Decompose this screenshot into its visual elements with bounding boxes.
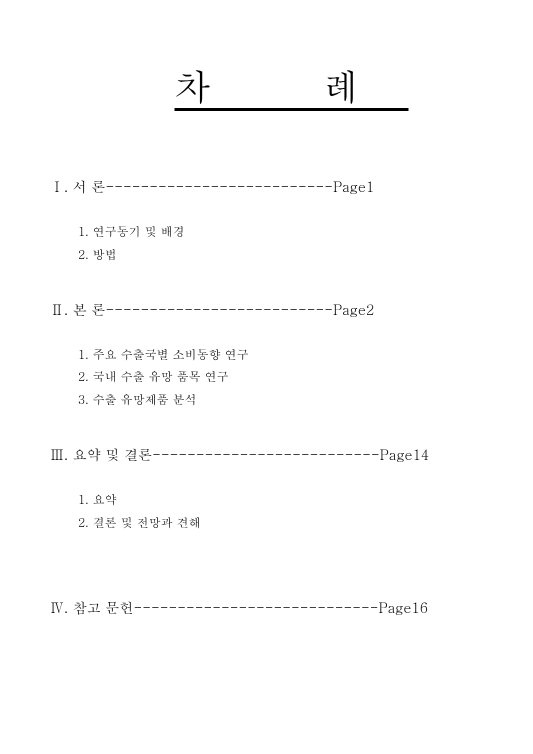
section-label: 참고 문헌 — [73, 597, 134, 617]
section-heading: Ⅰ. 서 론 -------------------------- Page1 — [50, 176, 483, 196]
section-heading: Ⅳ. 참고 문헌 ---------------------------- Pa… — [50, 597, 483, 617]
section-page: Page1 — [333, 176, 374, 196]
section-dashes: -------------------------- — [105, 176, 333, 196]
section-page: Page14 — [380, 444, 430, 464]
section-dashes: -------------------------- — [152, 444, 380, 464]
section-dashes: ---------------------------- — [133, 597, 378, 617]
subsection-list: 1. 주요 수출국별 소비동향 연구 2. 국내 수출 유망 품목 연구 3. … — [78, 344, 483, 412]
section-number: Ⅰ. — [50, 176, 68, 196]
section-dashes: -------------------------- — [105, 299, 333, 319]
subsection-list: 1. 연구동기 및 배경 2. 방법 — [78, 221, 483, 267]
subsection-item: 1. 요약 — [78, 489, 483, 512]
subsection-item: 1. 주요 수출국별 소비동향 연구 — [78, 344, 483, 367]
section-page: Page16 — [378, 597, 428, 617]
section-label: 요약 및 결론 — [73, 444, 152, 464]
section-page: Page2 — [333, 299, 374, 319]
subsection-item: 3. 수출 유망제품 분석 — [78, 389, 483, 412]
subsection-item: 1. 연구동기 및 배경 — [78, 221, 483, 244]
section-heading: Ⅲ. 요약 및 결론 -------------------------- Pa… — [50, 444, 483, 464]
subsection-list: 1. 요약 2. 결론 및 전망과 견해 — [78, 489, 483, 535]
section-heading: Ⅱ. 본 론 -------------------------- Page2 — [50, 299, 483, 319]
section-label: 본 론 — [73, 299, 106, 319]
section-label: 서 론 — [73, 176, 106, 196]
section-number: Ⅳ. — [50, 597, 68, 617]
section-number: Ⅱ. — [50, 299, 68, 319]
section-number: Ⅲ. — [50, 444, 68, 464]
document-title: 차 례 — [50, 60, 483, 111]
subsection-item: 2. 국내 수출 유망 품목 연구 — [78, 366, 483, 389]
subsection-item: 2. 방법 — [78, 244, 483, 267]
subsection-item: 2. 결론 및 전망과 견해 — [78, 512, 483, 535]
